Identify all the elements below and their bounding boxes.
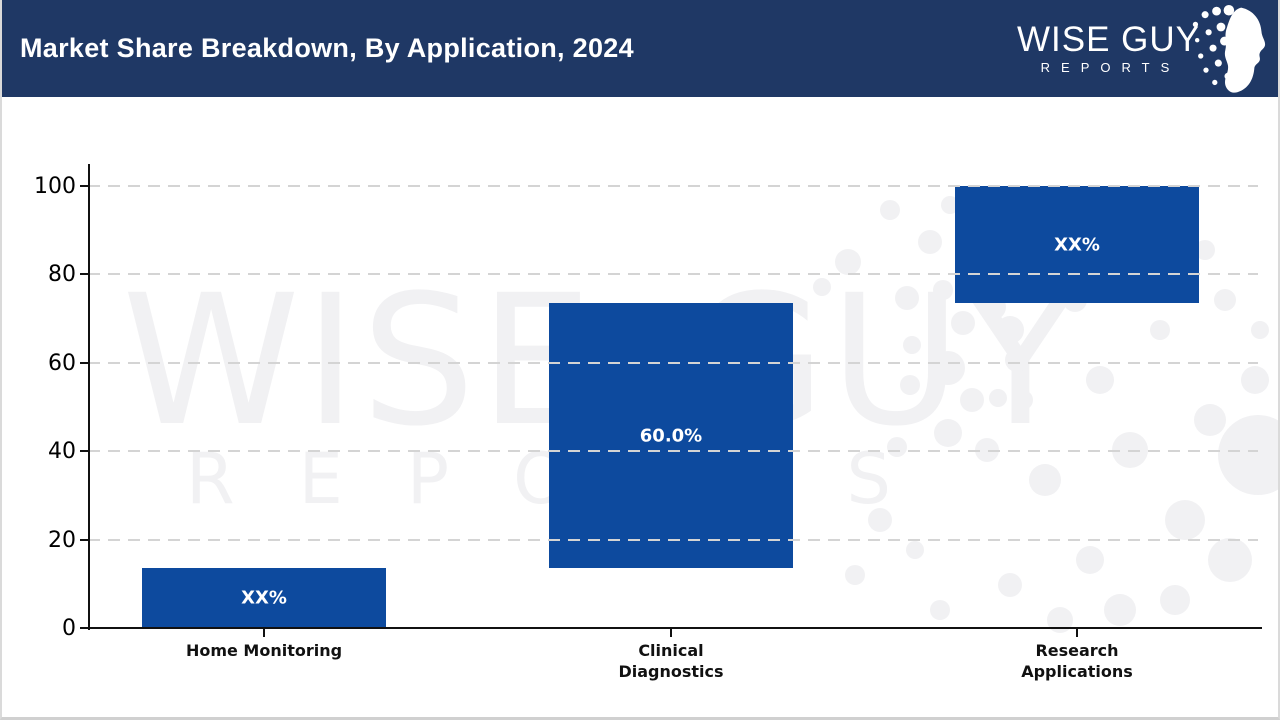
bar-value-label: XX% [241,587,287,609]
y-tick-mark-80 [80,273,88,276]
brand-subtitle: REPORTS [1040,60,1181,75]
bar-clinical-diagnostics [549,303,793,569]
x-tick-mark-3 [1076,629,1078,637]
gridline-60 [88,361,1258,364]
bar-value-label: XX% [1054,234,1100,256]
wiseguy-face-icon [1192,4,1266,93]
gridline-40 [88,450,1258,453]
y-tick-label-40: 40 [48,439,76,465]
x-category-label: Research Applications [1021,641,1133,681]
gridline-100 [88,185,1258,187]
y-tick-label-0: 0 [62,616,76,641]
y-tick-label-20: 20 [48,527,76,553]
bar-value-label: 60.0% [639,425,703,447]
y-tick-mark-0 [80,627,88,629]
x-axis-line [88,627,1262,629]
gridline-20 [88,538,1258,541]
y-tick-label-80: 80 [48,262,76,288]
brand-logo: WISE GUY REPORTS [1017,4,1270,93]
x-category-label: Clinical Diagnostics [618,641,724,681]
gridline-80 [88,273,1258,276]
bar-home-monitoring [142,568,386,628]
brand-logo-text: WISE GUY REPORTS [1017,22,1200,75]
y-axis-line [88,164,90,630]
y-tick-mark-60 [80,361,88,364]
x-tick-mark-2 [670,629,672,637]
header: Market Share Breakdown, By Application, … [0,0,1280,97]
y-tick-label-100: 100 [34,174,76,199]
y-tick-mark-40 [80,450,88,453]
y-tick-mark-20 [80,538,88,541]
y-tick-label-60: 60 [48,350,76,376]
y-tick-mark-100 [80,185,88,187]
x-category-label: Home Monitoring [185,641,343,660]
page-title: Market Share Breakdown, By Application, … [20,33,634,63]
brand-name: WISE GUY [1016,20,1200,59]
x-tick-mark-1 [263,629,265,637]
